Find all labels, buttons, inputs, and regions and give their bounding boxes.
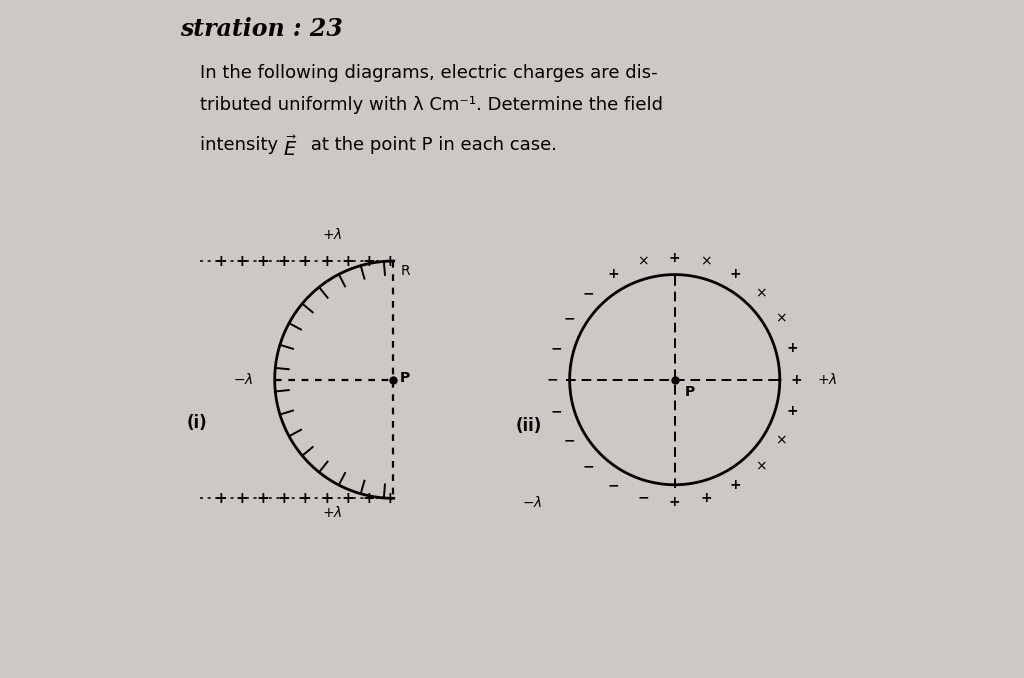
- Text: (ii): (ii): [515, 417, 542, 435]
- Text: −: −: [547, 373, 558, 386]
- Text: −: −: [551, 404, 562, 418]
- Text: +: +: [730, 267, 741, 281]
- Text: ×: ×: [756, 459, 767, 473]
- Text: −: −: [551, 341, 562, 355]
- Text: −: −: [563, 312, 574, 325]
- Text: −: −: [583, 459, 594, 473]
- Text: R: R: [400, 264, 410, 279]
- Text: +: +: [256, 254, 269, 268]
- Text: $-\lambda$: $-\lambda$: [522, 495, 543, 510]
- Text: tributed uniformly with λ Cm⁻¹. Determine the field: tributed uniformly with λ Cm⁻¹. Determin…: [200, 96, 664, 115]
- Text: +: +: [384, 491, 396, 506]
- Text: +: +: [669, 495, 681, 508]
- Text: ×: ×: [756, 286, 767, 300]
- Text: +: +: [791, 373, 803, 386]
- Text: +: +: [321, 254, 333, 268]
- Text: $+\lambda$: $+\lambda$: [323, 227, 343, 242]
- Text: +: +: [730, 479, 741, 492]
- Text: −: −: [563, 434, 574, 447]
- Text: +: +: [236, 491, 248, 506]
- Text: P: P: [685, 385, 695, 399]
- Text: ×: ×: [637, 255, 649, 268]
- Text: intensity: intensity: [200, 136, 284, 154]
- Text: $+\lambda$: $+\lambda$: [817, 372, 838, 387]
- Text: ×: ×: [774, 312, 786, 325]
- Text: +: +: [214, 491, 227, 506]
- Text: P: P: [400, 371, 411, 384]
- Text: +: +: [362, 491, 375, 506]
- Text: +: +: [278, 254, 291, 268]
- Text: +: +: [669, 251, 681, 264]
- Text: +: +: [256, 491, 269, 506]
- Text: ×: ×: [774, 434, 786, 447]
- Text: +: +: [786, 404, 799, 418]
- Text: +: +: [786, 341, 799, 355]
- Text: +: +: [384, 254, 396, 268]
- Text: +: +: [608, 267, 620, 281]
- Text: ×: ×: [700, 255, 712, 268]
- Text: +: +: [299, 254, 311, 268]
- Text: +: +: [341, 491, 354, 506]
- Text: $-\lambda$: $-\lambda$: [232, 372, 253, 387]
- Text: $\vec{E}$: $\vec{E}$: [283, 136, 297, 160]
- Text: +: +: [299, 491, 311, 506]
- Text: +: +: [341, 254, 354, 268]
- Text: $+\lambda$: $+\lambda$: [323, 505, 343, 520]
- Text: −: −: [583, 286, 594, 300]
- Text: +: +: [321, 491, 333, 506]
- Text: −: −: [637, 491, 649, 504]
- Text: In the following diagrams, electric charges are dis-: In the following diagrams, electric char…: [200, 64, 657, 83]
- Text: +: +: [278, 491, 291, 506]
- Text: +: +: [362, 254, 375, 268]
- Text: at the point P in each case.: at the point P in each case.: [305, 136, 557, 154]
- Text: +: +: [700, 491, 712, 504]
- Text: −: −: [608, 479, 620, 492]
- Text: +: +: [236, 254, 248, 268]
- Text: stration : 23: stration : 23: [180, 17, 343, 41]
- Text: (i): (i): [186, 414, 207, 432]
- Text: +: +: [214, 254, 227, 268]
